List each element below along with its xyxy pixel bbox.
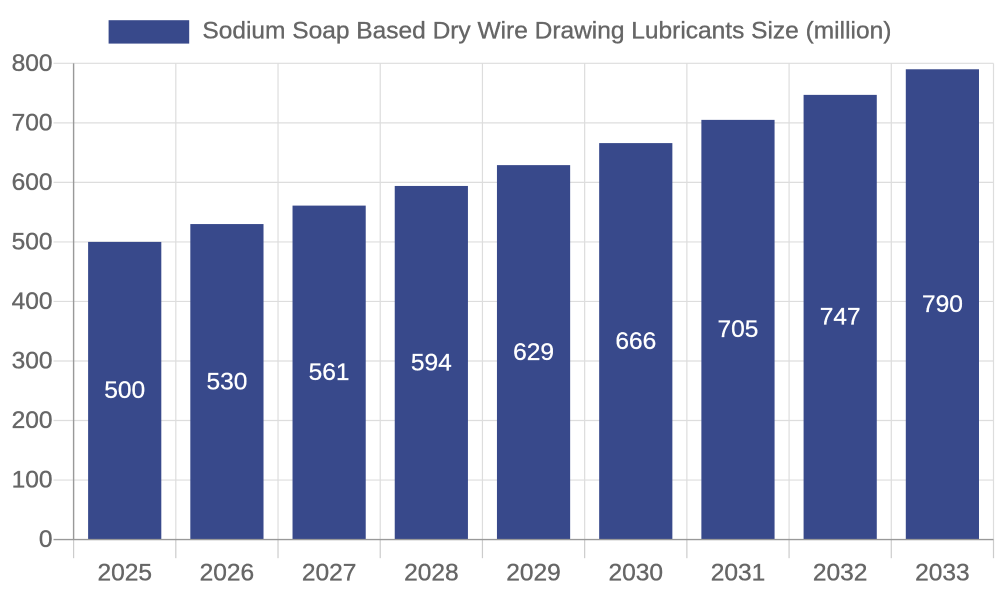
- svg-text:747: 747: [820, 304, 861, 331]
- svg-text:666: 666: [615, 328, 656, 355]
- svg-text:300: 300: [12, 347, 53, 374]
- svg-text:800: 800: [12, 50, 53, 77]
- svg-text:530: 530: [206, 368, 247, 395]
- svg-text:2031: 2031: [711, 560, 766, 587]
- svg-text:2029: 2029: [506, 560, 561, 587]
- svg-text:2030: 2030: [609, 560, 664, 587]
- svg-text:200: 200: [12, 407, 53, 434]
- svg-text:0: 0: [39, 526, 53, 553]
- svg-text:594: 594: [411, 349, 452, 376]
- svg-text:2027: 2027: [302, 560, 357, 587]
- svg-text:2033: 2033: [915, 560, 970, 587]
- svg-text:100: 100: [12, 467, 53, 494]
- svg-text:705: 705: [718, 316, 759, 343]
- svg-text:500: 500: [12, 228, 53, 255]
- svg-text:400: 400: [12, 288, 53, 315]
- svg-text:790: 790: [922, 291, 963, 318]
- svg-text:2026: 2026: [200, 560, 255, 587]
- svg-text:2028: 2028: [404, 560, 459, 587]
- svg-text:Sodium Soap Based Dry Wire Dra: Sodium Soap Based Dry Wire Drawing Lubri…: [202, 17, 891, 44]
- svg-text:2032: 2032: [813, 560, 868, 587]
- svg-text:2025: 2025: [97, 560, 152, 587]
- svg-text:600: 600: [12, 169, 53, 196]
- svg-text:700: 700: [12, 109, 53, 136]
- svg-text:629: 629: [513, 339, 554, 366]
- svg-text:561: 561: [309, 359, 350, 386]
- svg-text:500: 500: [104, 377, 145, 404]
